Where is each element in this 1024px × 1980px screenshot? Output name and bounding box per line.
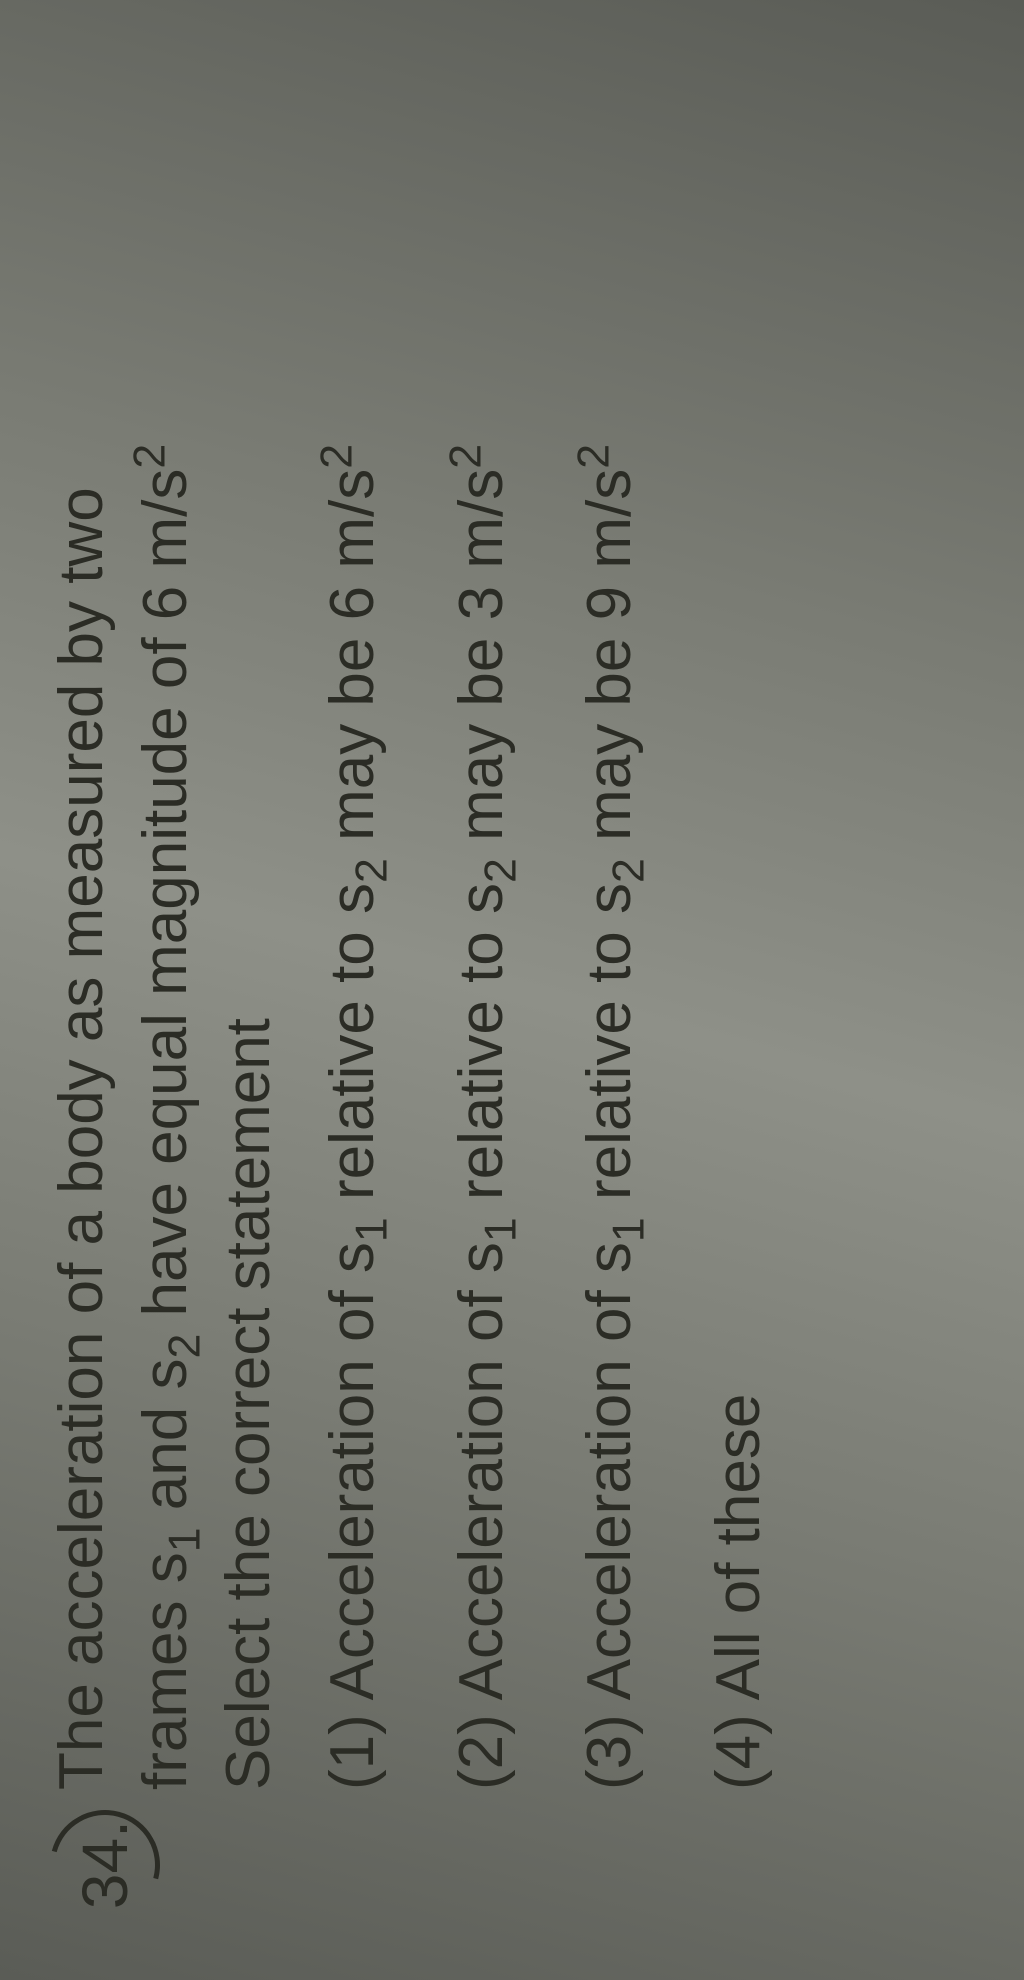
question-number-circle: 34.	[30, 1790, 180, 1940]
subscript-1: 1	[605, 1217, 654, 1242]
option-number: (2)	[447, 1714, 516, 1790]
option-3: (3) Acceleration of s1 relative to s2 ma…	[570, 60, 651, 1790]
options-list: (1) Acceleration of s1 relative to s2 ma…	[313, 60, 779, 1790]
question-number: 34.	[68, 1821, 142, 1910]
question-text: The acceleration of a body as measured b…	[40, 60, 827, 1790]
option-text-b: relative to s	[447, 883, 516, 1217]
subscript-2: 2	[160, 1334, 209, 1359]
stem-line-2c: have equal magnitude of 6 m/s	[131, 469, 200, 1334]
option-number: (4)	[704, 1714, 773, 1790]
stem-line-2b: and s	[131, 1359, 200, 1528]
superscript-2: 2	[570, 444, 619, 469]
option-text-a: Acceleration of s	[318, 1242, 387, 1700]
option-number: (3)	[575, 1714, 644, 1790]
option-text-a: Acceleration of s	[447, 1242, 516, 1700]
option-text-b: relative to s	[575, 883, 644, 1217]
question-stem: The acceleration of a body as measured b…	[40, 60, 291, 1790]
subscript-1: 1	[476, 1217, 525, 1242]
subscript-1: 1	[347, 1217, 396, 1242]
superscript-2: 2	[125, 444, 174, 469]
page-surface: 34. The acceleration of a body as measur…	[0, 0, 1024, 1980]
option-1: (1) Acceleration of s1 relative to s2 ma…	[313, 60, 394, 1790]
superscript-2: 2	[312, 444, 361, 469]
subscript-2: 2	[347, 858, 396, 883]
option-text: All of these	[704, 1394, 773, 1701]
option-text-c: may be 6 m/s	[318, 469, 387, 858]
question-number-wrap: 34.	[50, 1810, 160, 1920]
option-text-c: may be 9 m/s	[575, 469, 644, 858]
subscript-2: 2	[605, 858, 654, 883]
superscript-2: 2	[441, 444, 490, 469]
stem-line-2a: frames s	[131, 1552, 200, 1790]
subscript-2: 2	[476, 858, 525, 883]
option-text-b: relative to s	[318, 883, 387, 1217]
option-text-a: Acceleration of s	[575, 1242, 644, 1700]
question-block: 34. The acceleration of a body as measur…	[40, 60, 827, 1920]
option-2: (2) Acceleration of s1 relative to s2 ma…	[442, 60, 523, 1790]
stem-line-1: The acceleration of a body as measured b…	[47, 487, 116, 1790]
option-text-c: may be 3 m/s	[447, 469, 516, 858]
option-4: (4) All of these	[699, 60, 780, 1790]
option-number: (1)	[318, 1714, 387, 1790]
stem-line-3: Select the correct statement	[214, 1018, 283, 1790]
subscript-1: 1	[160, 1527, 209, 1552]
